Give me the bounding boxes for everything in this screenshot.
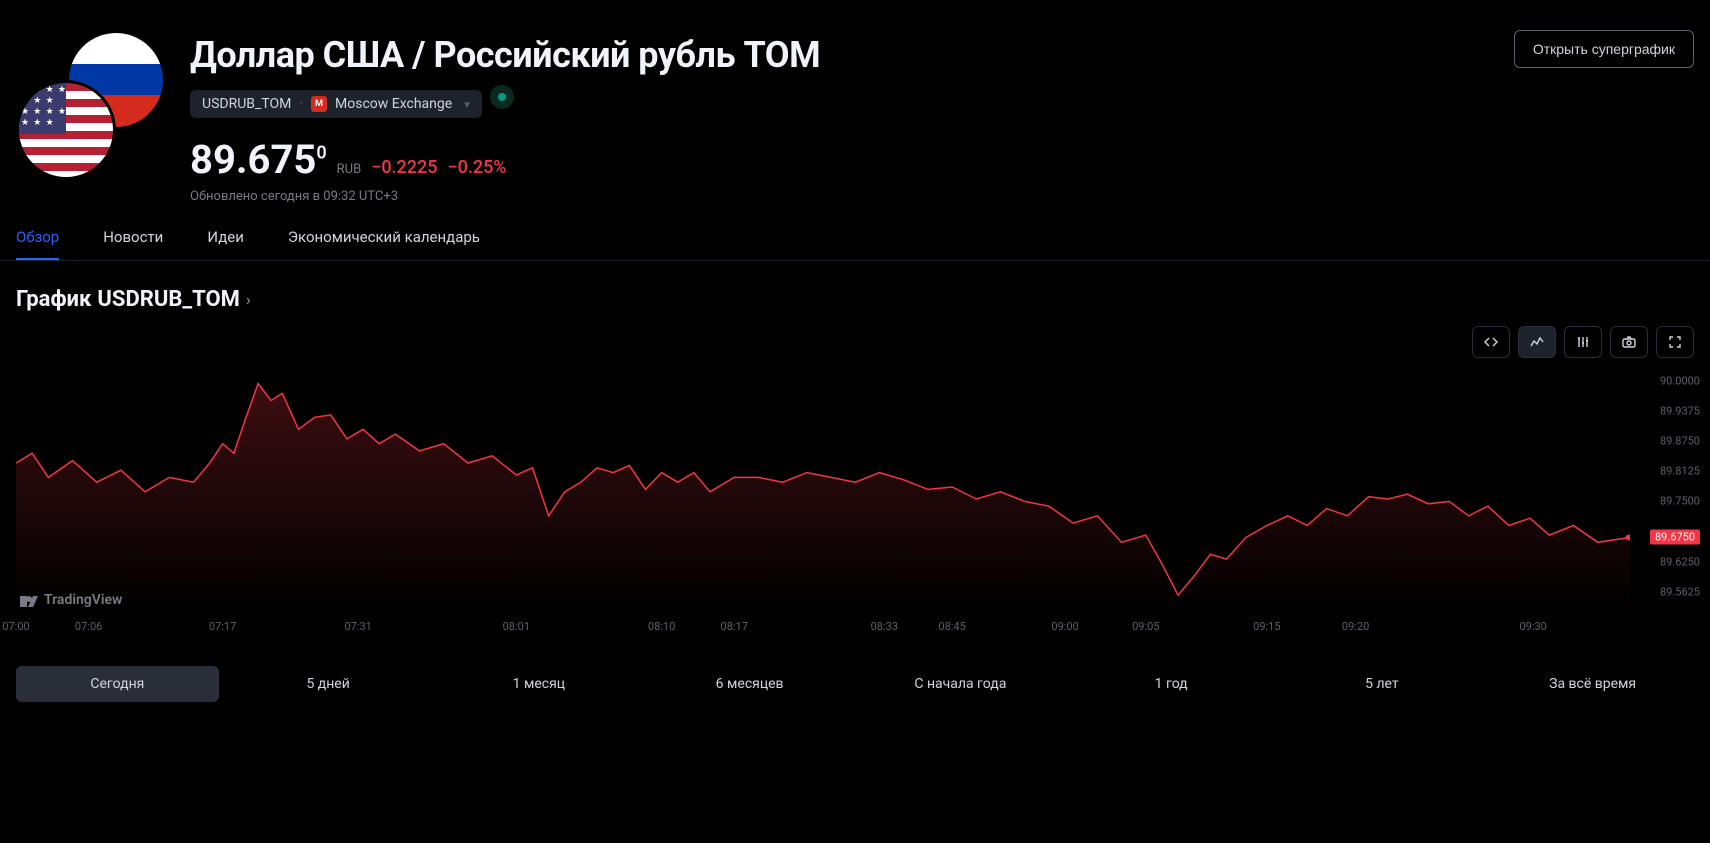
range-7[interactable]: За всё время [1491,666,1694,702]
embed-code-button[interactable] [1472,326,1510,358]
range-4[interactable]: С начала года [859,666,1062,702]
exchange-name: Moscow Exchange [335,96,452,112]
current-price-badge: 89.6750 [1650,530,1700,545]
chart-type-area-button[interactable] [1518,326,1556,358]
exchange-icon: M [311,96,327,112]
fullscreen-button[interactable] [1656,326,1694,358]
price-value: 89.6750 [190,136,327,183]
page-title: Доллар США / Российский рубль TOM [190,34,820,76]
content-tabs: Обзор Новости Идеи Экономический календарь [0,204,1710,261]
tab-0[interactable]: Обзор [16,228,59,260]
open-supergraph-button[interactable]: Открыть суперграфик [1514,30,1694,68]
range-6[interactable]: 5 лет [1281,666,1484,702]
range-3[interactable]: 6 месяцев [648,666,851,702]
price-change-pct: −0.25% [447,157,506,178]
range-5[interactable]: 1 год [1070,666,1273,702]
indicators-button[interactable] [1564,326,1602,358]
range-2[interactable]: 1 месяц [438,666,641,702]
symbol-exchange-selector[interactable]: USDRUB_TOM · M Moscow Exchange ▾ [190,90,482,118]
tab-1[interactable]: Новости [103,228,163,260]
tab-2[interactable]: Идеи [207,228,244,260]
tab-3[interactable]: Экономический календарь [288,228,480,260]
chevron-down-icon: ▾ [464,98,470,111]
price-change: −0.2225 [371,157,437,178]
live-market-indicator [490,85,514,109]
range-0[interactable]: Сегодня [16,666,219,702]
flag-us-icon [16,80,116,180]
range-1[interactable]: 5 дней [227,666,430,702]
chart-section-title[interactable]: График USDRUB_TOM › [0,261,1710,312]
dot-separator: · [299,96,303,112]
price-chart[interactable] [16,362,1630,612]
time-range-selector: Сегодня5 дней1 месяц6 месяцевС начала го… [0,652,1710,702]
last-updated-text: Обновлено сегодня в 09:32 UTC+3 [190,189,820,204]
snapshot-button[interactable] [1610,326,1648,358]
price-currency: RUB [337,162,362,177]
ticker-symbol: USDRUB_TOM [202,96,291,112]
tradingview-watermark: TradingView [20,592,122,608]
currency-pair-flags [16,30,166,180]
chart-x-axis: 07:0007:0607:1707:3108:0108:1008:1708:33… [16,620,1630,636]
chevron-right-icon: › [246,290,251,309]
chart-y-axis: 90.000089.937589.875089.812589.750089.62… [1635,362,1700,612]
